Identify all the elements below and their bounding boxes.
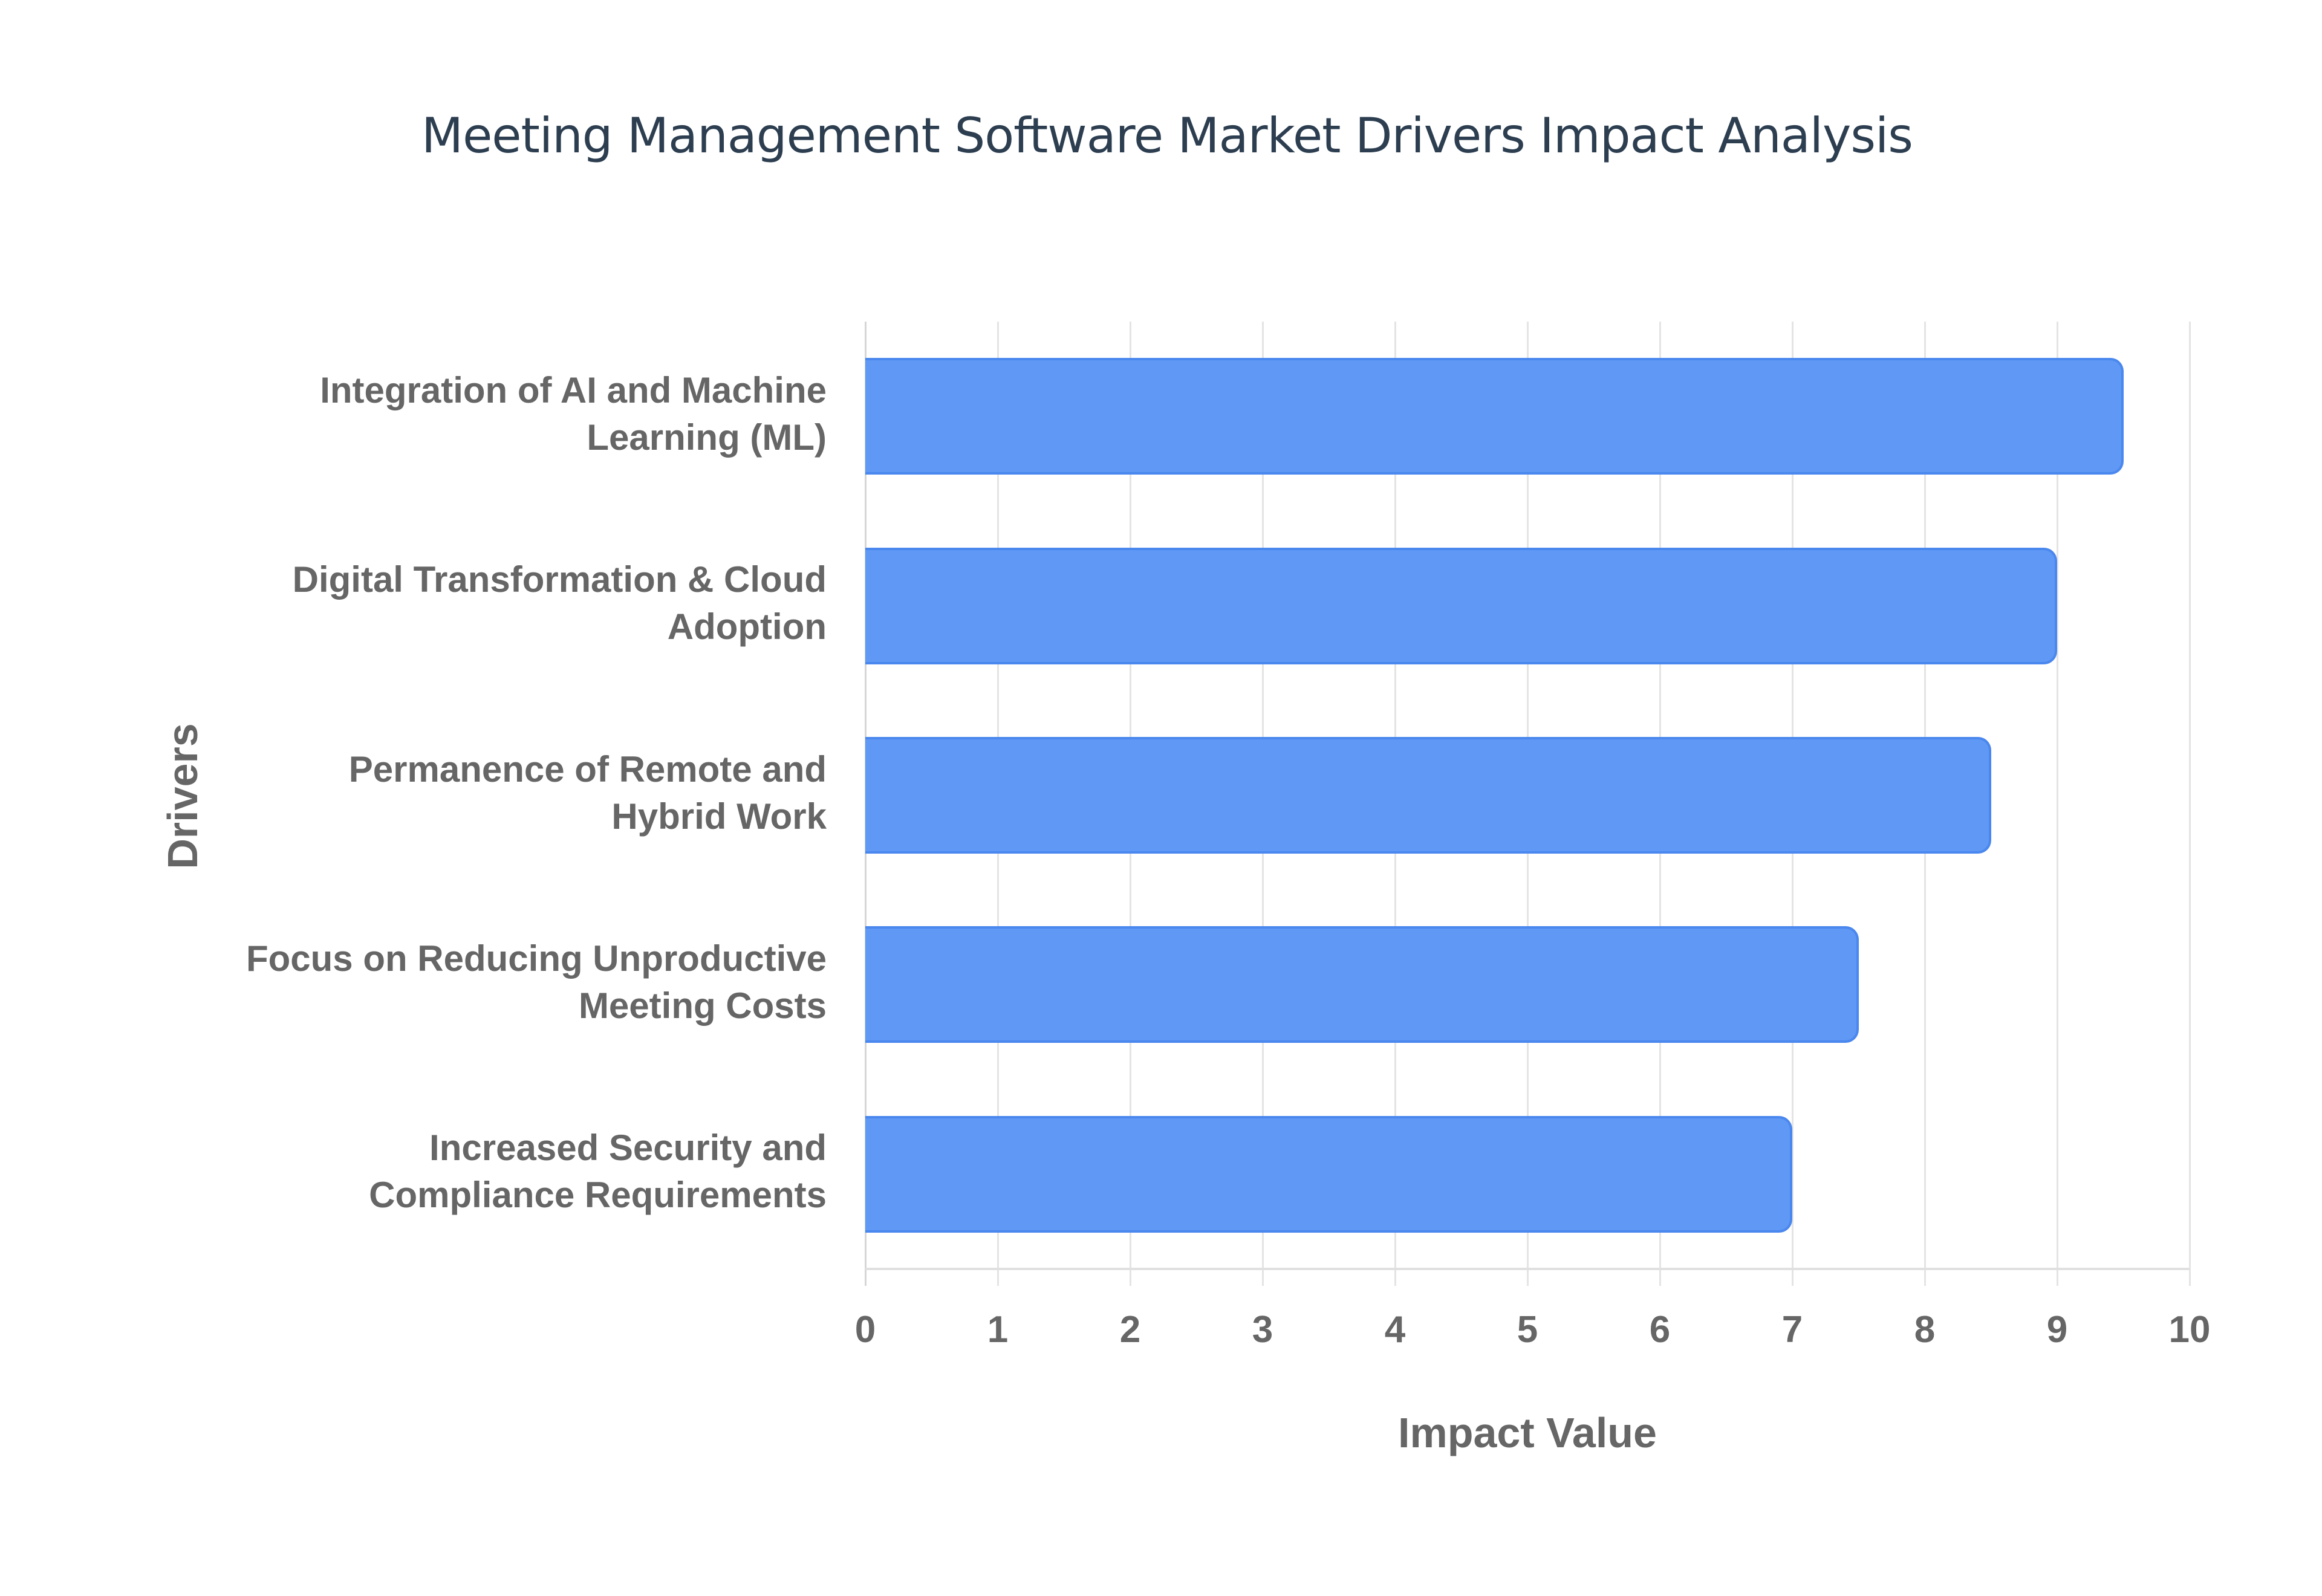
x-tick-label: 3 xyxy=(1252,1309,1273,1351)
x-tick-label: 6 xyxy=(1649,1309,1671,1351)
x-tick-label: 1 xyxy=(987,1309,1009,1351)
x-tick-label: 10 xyxy=(2168,1309,2211,1351)
x-tick-label: 9 xyxy=(2046,1309,2068,1351)
x-tick-label: 0 xyxy=(854,1309,876,1351)
x-tick-label: 4 xyxy=(1384,1309,1406,1351)
y-axis-category-label: Increased Security and Compliance Require… xyxy=(369,1127,827,1216)
bar[interactable] xyxy=(865,737,1991,854)
x-axis-line xyxy=(865,1268,2190,1270)
gridline xyxy=(2189,322,2191,1286)
y-axis-category-label: Focus on Reducing Unproductive Meeting Co… xyxy=(246,938,827,1026)
bar[interactable] xyxy=(865,547,2057,664)
bar[interactable] xyxy=(865,1115,1792,1233)
y-axis-category-label: Permanence of Remote and Hybrid Work xyxy=(348,748,827,837)
bar[interactable] xyxy=(865,358,2124,475)
x-tick-label: 7 xyxy=(1781,1309,1803,1351)
x-axis-title: Impact Value xyxy=(1398,1409,1657,1456)
chart-title: Meeting Management Software Market Drive… xyxy=(421,108,1913,164)
plot-area xyxy=(865,322,2191,1286)
x-tick-label: 5 xyxy=(1517,1309,1538,1351)
x-tick-label: 8 xyxy=(1914,1309,1936,1351)
bar[interactable] xyxy=(865,926,1859,1043)
gridline xyxy=(2057,322,2058,1286)
y-axis-category-label: Integration of AI and Machine Learning (M… xyxy=(320,369,827,458)
y-axis-category-label: Digital Transformation & Cloud Adoption xyxy=(292,559,827,647)
x-tick-label: 2 xyxy=(1119,1309,1141,1351)
